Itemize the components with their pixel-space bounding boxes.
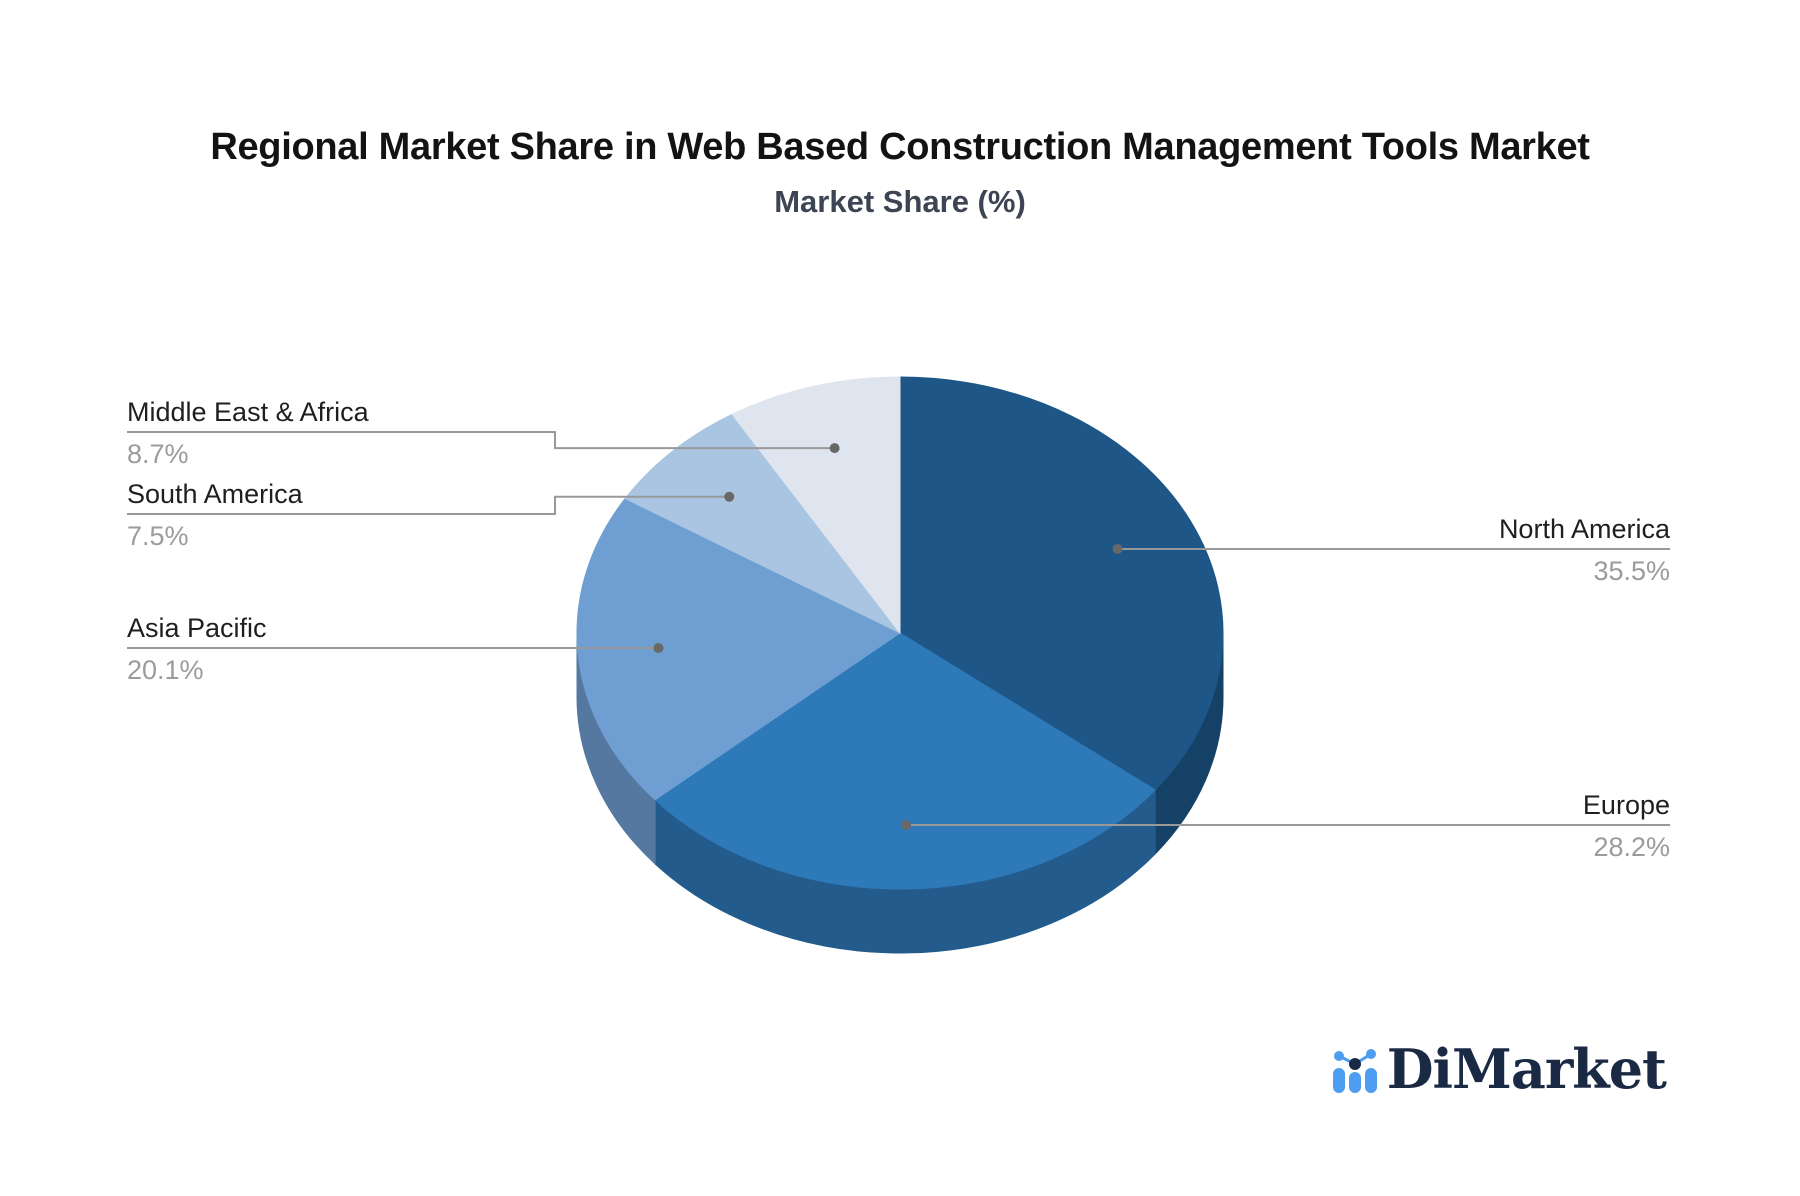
callout-dot-middle-east-africa [829, 443, 840, 454]
pie-slice-north-america [899, 376, 1224, 791]
pie-value-asia-pacific: 20.1% [127, 655, 204, 685]
pie-label-middle-east-africa: Middle East & Africa [127, 397, 369, 427]
callout-dot-europe [901, 820, 912, 830]
callout-line-middle-east-africa [127, 431, 835, 450]
bar-line-chart-icon [1332, 1049, 1377, 1093]
brand-logo: DiMarket [1332, 1037, 1667, 1101]
pie-label-south-america: South America [127, 479, 303, 509]
callout-dot-north-america [1112, 544, 1123, 554]
pie-slice-south-america [624, 413, 901, 634]
pie-value-europe: 28.2% [1593, 832, 1670, 862]
pie-value-north-america: 35.5% [1593, 556, 1670, 586]
pie-label-asia-pacific: Asia Pacific [127, 613, 267, 643]
callout-dot-asia-pacific [653, 643, 664, 653]
chart-title: Regional Market Share in Web Based Const… [210, 126, 1590, 168]
pie-label-europe: Europe [1582, 790, 1670, 820]
callout-line-south-america [127, 495, 730, 515]
pie-value-middle-east-africa: 8.7% [127, 439, 189, 469]
callout-dot-south-america [724, 491, 735, 502]
logo-text: DiMarket [1386, 1037, 1667, 1101]
pie-label-north-america: North America [1498, 514, 1670, 544]
pie-slice-asia-pacific [576, 497, 901, 801]
pie-slice-middle-east-africa [731, 376, 901, 635]
chart-subtitle: Market Share (%) [774, 184, 1026, 219]
pie-value-south-america: 7.5% [127, 521, 189, 551]
